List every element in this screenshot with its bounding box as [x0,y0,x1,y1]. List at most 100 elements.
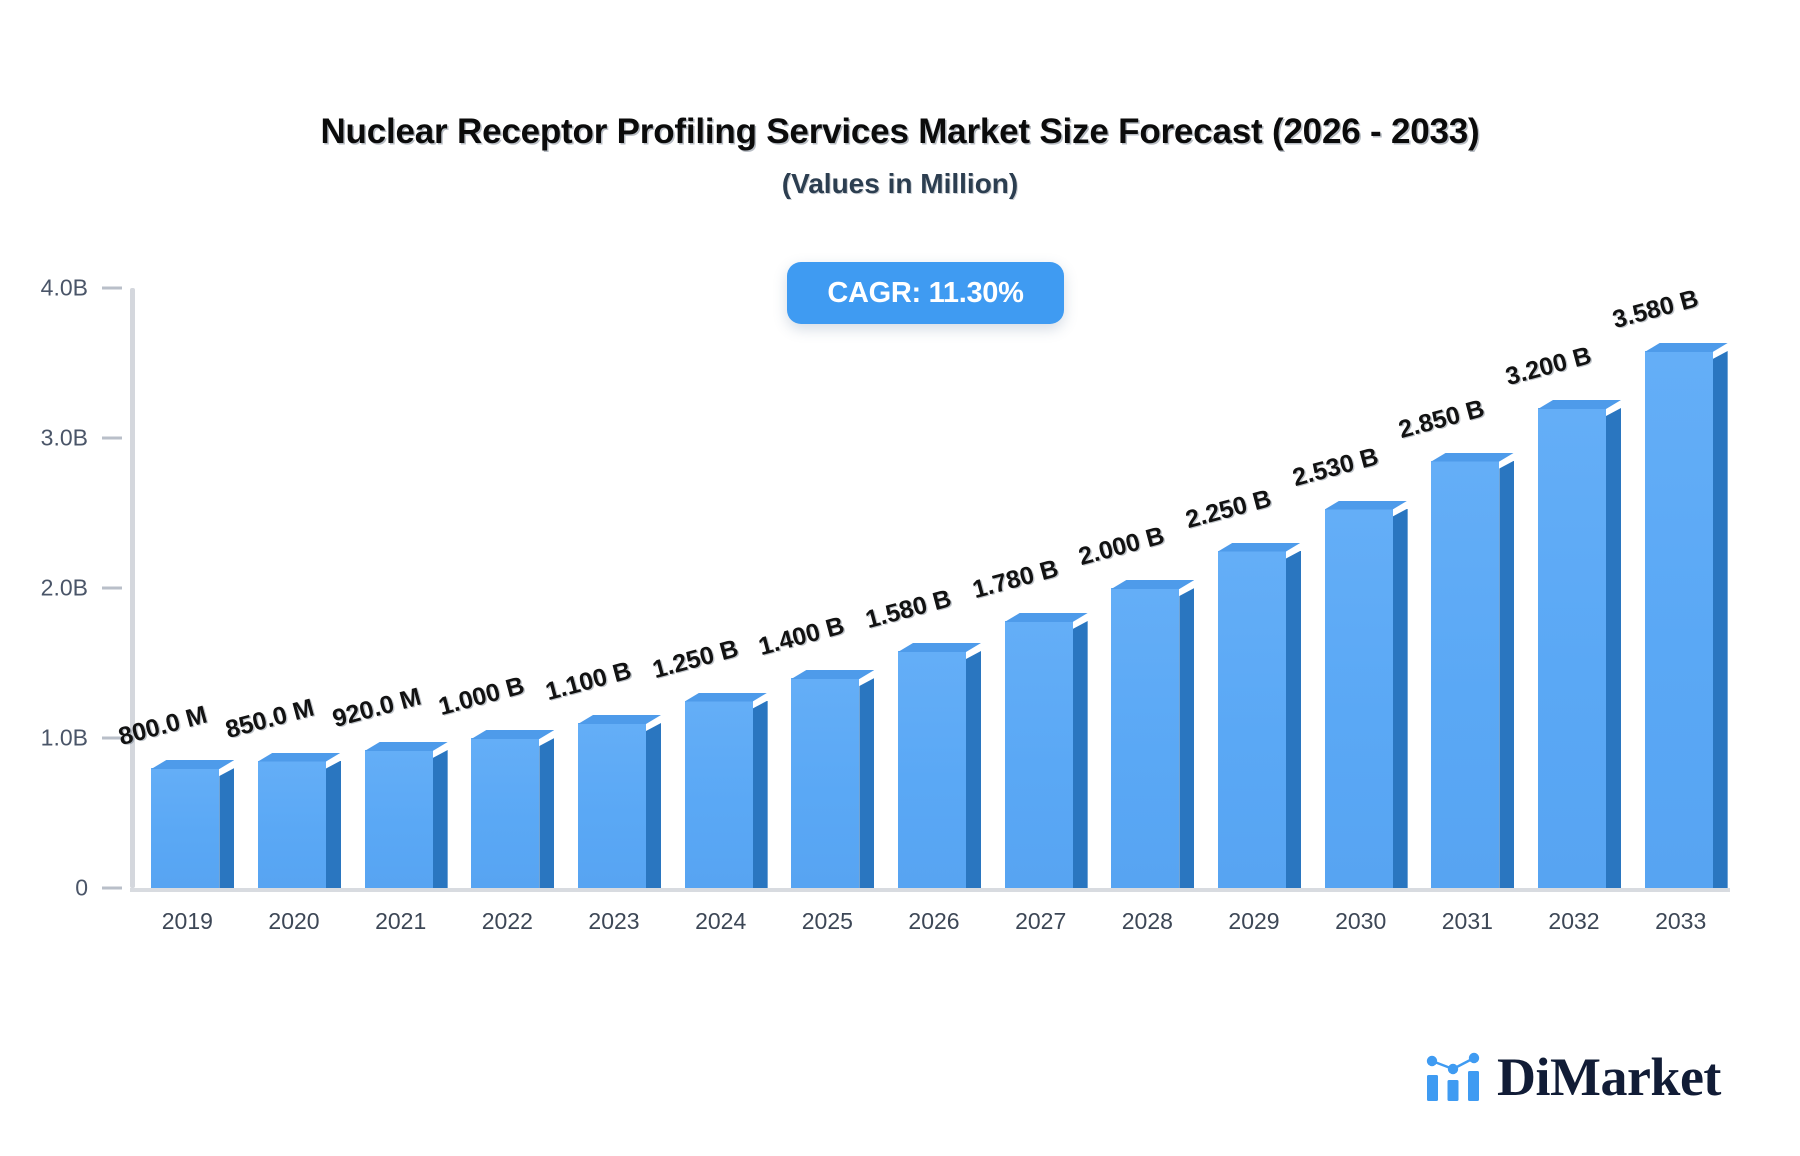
bar-top-face [1111,580,1194,589]
x-axis-label: 2032 [1548,908,1600,934]
bar[interactable] [1111,588,1195,888]
bar-value-label: 2.250 B [1182,483,1275,534]
bar[interactable] [151,768,235,888]
x-axis-label: 2033 [1655,908,1707,934]
bar-value-label: 1.250 B [649,633,741,684]
bar-top-face [365,742,448,751]
bar-side-face [1712,351,1728,888]
y-axis-tick-label: 0 [75,874,88,901]
bar-slot: 1.000 B [436,288,555,888]
page-title: Nuclear Receptor Profiling Services Mark… [320,112,1480,151]
y-axis-tick-mark [102,586,122,590]
y-axis-tick-mark [102,736,122,740]
bar-top-face [1325,501,1408,510]
bar[interactable] [791,678,875,888]
bar-slot: 1.580 B [862,288,981,888]
bar[interactable] [898,651,981,888]
bar-value-label: 1.000 B [435,671,528,722]
bar-front-face [471,738,540,888]
bar-slot: 3.200 B [1502,288,1621,888]
y-axis-tick-label: 3.0B [40,424,88,451]
bar-slot: 1.100 B [542,288,661,888]
bar-side-face [1499,460,1515,888]
bar[interactable] [578,723,661,888]
bar-value-label: 1.400 B [755,611,848,662]
bar-front-face [151,768,220,888]
bar[interactable] [1538,408,1621,888]
bar-slot: 2.530 B [1289,288,1408,888]
x-axis-label: 2027 [1015,908,1067,934]
x-axis-label: 2020 [268,908,320,934]
bar-side-face [1179,588,1195,888]
y-axis-tick-mark [102,886,122,890]
bar-side-face [326,760,341,888]
bar[interactable] [471,738,555,888]
bar-top-face [471,730,554,739]
y-axis-tick-mark [102,436,122,440]
bar-slot: 850.0 M [222,288,341,888]
bar[interactable] [684,700,768,888]
bar-side-face [1392,508,1408,888]
bar-side-face [1286,550,1301,888]
x-axis-label: 2029 [1228,908,1280,934]
bar-value-label: 3.580 B [1609,284,1701,335]
bar-side-face [219,768,235,888]
bar-front-face [1538,408,1606,888]
y-axis-tick-mark [102,286,122,290]
bar-front-face [1324,508,1393,888]
bar[interactable] [258,760,341,888]
x-axis-label: 2026 [908,908,960,934]
y-axis-tick: 1.0B [10,725,130,752]
bar-value-label: 920.0 M [329,682,424,734]
bar-front-face [1004,621,1073,888]
bar-side-face [752,700,768,888]
x-axis-label: 2028 [1121,908,1173,934]
bar-top-face [1538,400,1621,409]
bar-front-face [1218,550,1286,888]
x-axis-label: 2021 [375,908,427,934]
bar-value-label: 2.850 B [1395,393,1488,444]
x-axis-label: 2031 [1441,908,1493,934]
bar-value-label: 1.100 B [542,656,635,707]
bar[interactable] [1431,461,1515,888]
bar-slot: 1.780 B [969,288,1088,888]
cagr-badge-label: CAGR: 11.30% [827,276,1024,309]
y-axis-tick-label: 4.0B [40,274,88,301]
bar-side-face [966,651,981,888]
bar-slot: 2.850 B [1396,288,1515,888]
bar[interactable] [1218,550,1301,888]
y-axis-tick-label: 1.0B [40,724,88,751]
x-axis-label: 2019 [161,908,213,934]
bar[interactable] [1644,351,1728,888]
x-axis-label: 2025 [801,908,853,934]
bar-top-face [258,753,341,762]
bar-top-face [1005,613,1088,622]
bar-front-face [1644,351,1713,888]
brand-logo: DiMarket [1423,1049,1721,1105]
bar[interactable] [1324,508,1408,888]
bar-front-face [578,723,646,888]
bar-slot: 1.400 B [756,288,875,888]
bar-front-face [898,651,966,888]
x-axis-label: 2024 [695,908,747,934]
bar-front-face [684,700,753,888]
x-axis-label: 2030 [1335,908,1387,934]
cagr-badge: CAGR: 11.30% [787,262,1064,324]
y-axis-tick: 3.0B [10,425,130,452]
bar-value-label: 1.580 B [862,584,955,635]
bar[interactable] [1004,621,1088,888]
bar-front-face [791,678,860,888]
bar-front-face [258,760,326,888]
chart-subtitle: (Values in Million) [781,168,1019,199]
bar-chart-icon [1426,1052,1480,1101]
bar[interactable] [364,750,448,888]
bar-side-face [646,723,661,888]
brand-name: DiMarket [1497,1047,1721,1107]
bar-front-face [1111,588,1180,888]
bar-top-face [151,760,234,769]
bar-top-face [1645,343,1728,352]
y-axis-tick: 4.0B [10,275,130,302]
bar-value-label: 3.200 B [1502,341,1595,392]
bar-side-face [859,678,875,888]
